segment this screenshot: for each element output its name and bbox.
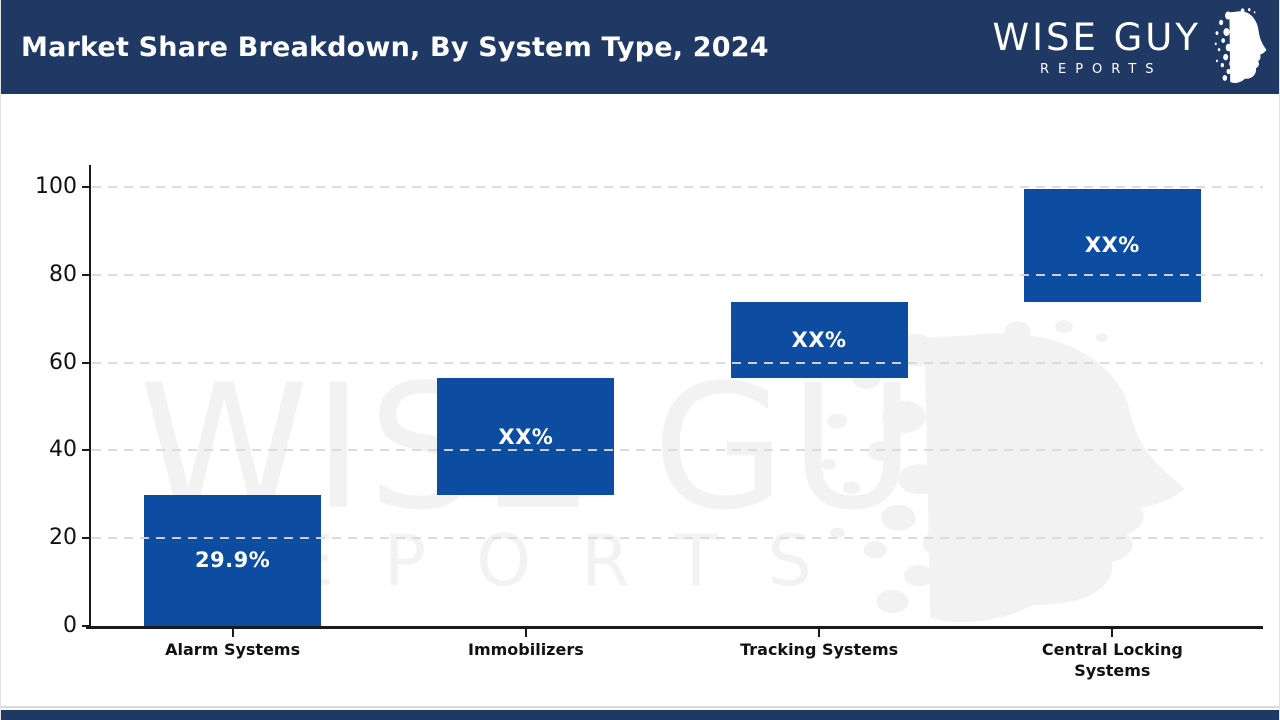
x-category-label: Central Locking Systems — [1041, 640, 1183, 680]
chart-title: Market Share Breakdown, By System Type, … — [21, 31, 769, 63]
x-tick-mark — [524, 629, 527, 637]
bar-immobilizers: XX% — [437, 378, 615, 495]
bar-central-locking-systems: XX% — [1023, 189, 1201, 302]
footer-divider — [1, 706, 1279, 708]
y-tick-label: 60 — [49, 349, 77, 375]
bar-alarm-systems: 29.9% — [144, 494, 322, 626]
y-tick-label: 100 — [35, 174, 77, 199]
y-tick-label: 80 — [49, 261, 77, 287]
gridline-y-80 — [92, 273, 1263, 276]
y-tick-label: 40 — [49, 437, 77, 463]
header-band: Market Share Breakdown, By System Type, … — [1, 0, 1279, 94]
brand-subtitle: REPORTS — [1039, 61, 1163, 77]
bar-value-label: XX% — [498, 424, 554, 449]
gridline-y-100 — [92, 186, 1263, 188]
gridline-y-60 — [92, 361, 1263, 364]
y-axis-line — [89, 165, 91, 628]
bar-value-label: 29.9% — [194, 548, 271, 573]
gridline-y-40 — [92, 449, 1263, 452]
plot-area: WISE GU REPORTS 0 20 40 60 80 100 29.9% Alarm S… — [1, 94, 1279, 710]
x-category-label: Tracking Systems — [740, 640, 899, 659]
y-tick-mark — [82, 361, 90, 364]
y-tick-label: 20 — [49, 525, 77, 551]
brand-name: WISE GUY — [992, 15, 1201, 59]
y-tick-mark — [82, 625, 90, 627]
brand-face-icon — [1214, 8, 1267, 84]
x-category-label: Alarm Systems — [165, 640, 301, 659]
y-tick-mark — [82, 273, 90, 276]
bar-tracking-systems: XX% — [730, 301, 908, 379]
x-tick-mark — [231, 629, 234, 637]
gridline-y-20 — [92, 537, 1263, 540]
x-category-label: Immobilizers — [467, 640, 584, 659]
y-tick-mark — [82, 449, 90, 452]
x-tick-mark — [818, 629, 821, 637]
y-tick-label: 0 — [63, 613, 77, 638]
bar-value-label: XX% — [791, 327, 847, 352]
y-tick-mark — [82, 186, 90, 188]
y-tick-mark — [82, 537, 90, 540]
x-axis-line — [86, 626, 1263, 629]
bar-value-label: XX% — [1084, 233, 1140, 258]
brand-logo: WISE GUY REPORTS — [993, 0, 1267, 94]
footer-band — [1, 710, 1279, 720]
x-tick-mark — [1111, 629, 1114, 637]
